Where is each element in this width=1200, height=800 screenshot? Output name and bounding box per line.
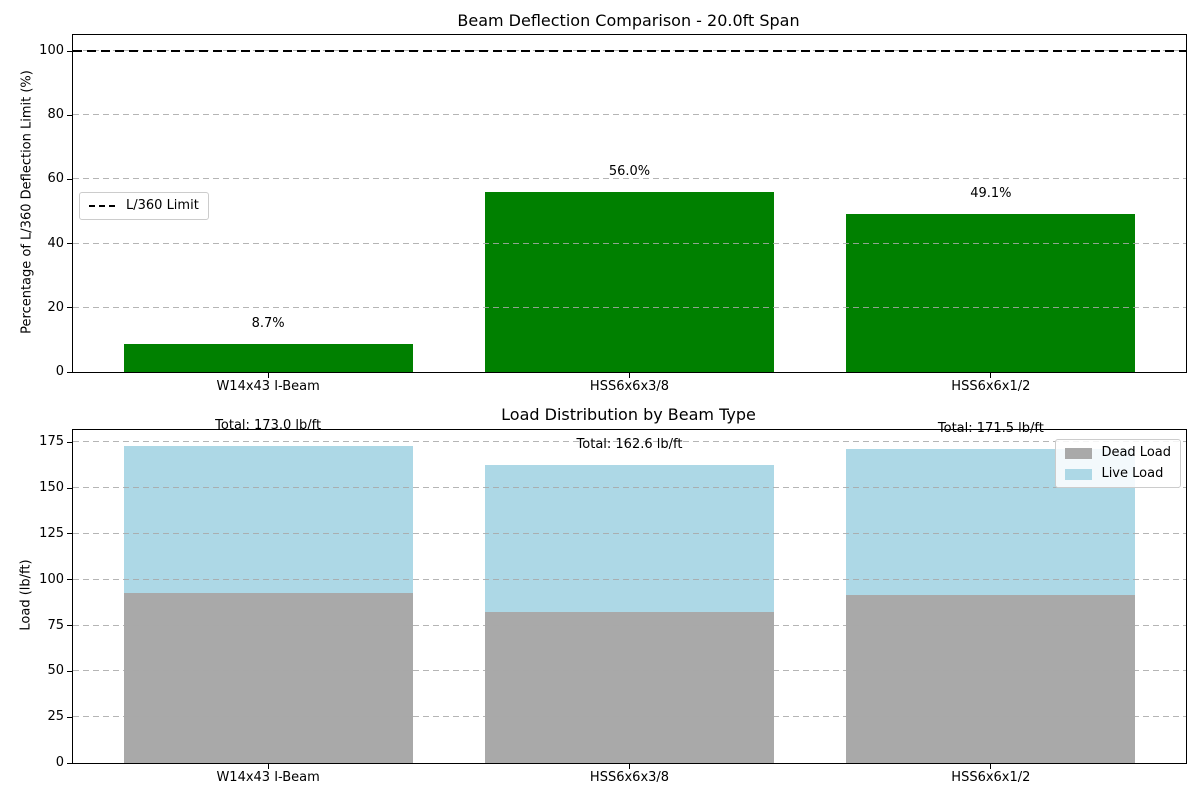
legend-label-l-360-limit: L/360 Limit (126, 198, 199, 213)
load-chart-y-axis-label: Load (lb/ft) (18, 559, 34, 631)
bar-live-load-w14x43-i-beam (123, 445, 413, 593)
y-tick-mark-50 (67, 670, 72, 672)
y-tick-mark-125 (67, 533, 72, 535)
y-tick-label-125: 125 (39, 525, 64, 541)
y-tick-label-0: 0 (55, 755, 64, 770)
y-tick-mark-150 (67, 487, 72, 489)
legend-item-l-360-limit: L/360 Limit (89, 198, 199, 214)
total-label-hss6x6x1-2: Total: 171.5 lb/ft (937, 420, 1044, 436)
bar-hss6x6x1-2 (846, 214, 1136, 372)
x-tick-mark-hss6x6x3-8 (629, 373, 630, 378)
y-tick-label-60: 60 (47, 171, 64, 187)
y-tick-mark-60 (67, 178, 72, 180)
load-chart-title: Load Distribution by Beam Type (501, 405, 756, 424)
x-tick-mark-hss6x6x1-2 (990, 764, 992, 769)
x-tick-mark-hss6x6x3-8 (629, 764, 630, 769)
deflection-chart-title: Beam Deflection Comparison - 20.0ft Span (457, 11, 800, 30)
x-tick-label-w14x43-i-beam: W14x43 I-Beam (216, 770, 320, 785)
y-tick-label-40: 40 (47, 235, 64, 251)
bar-value-label-hss6x6x1-2: 49.1% (970, 186, 1012, 202)
y-tick-label-75: 75 (47, 617, 64, 633)
y-tick-mark-0 (67, 371, 72, 373)
gridline-y-150 (73, 487, 1186, 489)
legend-label-dead-load: Dead Load (1101, 445, 1171, 460)
gridline-y-175 (73, 441, 1186, 443)
total-label-hss6x6x3-8: Total: 162.6 lb/ft (576, 436, 683, 452)
y-tick-mark-75 (67, 625, 72, 626)
legend: Dead Load Live Load (1055, 439, 1181, 488)
y-tick-mark-0 (67, 762, 72, 764)
x-tick-label-hss6x6x3-8: HSS6x6x3/8 (589, 770, 670, 785)
gridline-y-100 (73, 578, 1186, 580)
gridline-y-75 (73, 624, 1186, 626)
x-tick-mark-w14x43-i-beam (267, 373, 269, 378)
y-tick-mark-25 (67, 716, 72, 718)
bar-dead-load-hss6x6x1-2 (846, 595, 1136, 763)
y-tick-mark-80 (67, 114, 72, 116)
legend: L/360 Limit (79, 192, 209, 220)
x-tick-mark-w14x43-i-beam (267, 764, 269, 769)
load-chart-plot-area: Total: 173.0 lb/ft W14x43 I-Beam Total: 16… (39, 418, 1187, 785)
bar-hss6x6x3-8 (484, 192, 775, 372)
y-tick-label-80: 80 (47, 107, 64, 123)
y-tick-label-20: 20 (47, 299, 64, 315)
gridline-y-80 (73, 114, 1186, 116)
x-tick-label-hss6x6x1-2: HSS6x6x1/2 (951, 770, 1031, 785)
deflection-chart-plot-area: 8.7% W14x43 I-Beam 56.0% HSS6x6x3/8 49.1% HSS… (39, 34, 1187, 394)
gridline-y-20 (73, 306, 1186, 308)
y-tick-label-150: 150 (39, 480, 64, 496)
bar-dead-load-w14x43-i-beam (123, 592, 413, 763)
y-tick-label-25: 25 (47, 709, 64, 725)
bar-live-load-hss6x6x3-8 (484, 464, 775, 612)
deflection-chart-y-axis-label: Percentage of L/360 Deflection Limit (%) (19, 70, 35, 334)
bar-w14x43-i-beam (123, 344, 413, 372)
legend-item-dead-load: Dead Load (1065, 445, 1171, 461)
legend-color-swatch-dead-load (1065, 447, 1093, 459)
y-tick-label-50: 50 (47, 663, 64, 679)
legend-color-swatch-live-load (1065, 468, 1093, 480)
gridline-y-25 (73, 716, 1186, 718)
x-tick-label-w14x43-i-beam: W14x43 I-Beam (216, 379, 320, 394)
legend-item-live-load: Live Load (1065, 466, 1171, 482)
total-label-w14x43-i-beam: Total: 173.0 lb/ft (215, 417, 322, 433)
legend-label-live-load: Live Load (1101, 466, 1164, 481)
bar-value-label-hss6x6x3-8: 56.0% (608, 164, 651, 180)
gridline-y-60 (73, 178, 1186, 180)
y-tick-mark-175 (67, 441, 72, 443)
y-tick-mark-20 (67, 307, 72, 309)
y-tick-label-0: 0 (55, 364, 64, 379)
gridline-y-50 (73, 670, 1186, 672)
gridline-y-125 (73, 532, 1186, 534)
y-tick-label-100: 100 (39, 571, 64, 587)
y-tick-mark-100 (67, 579, 72, 581)
limit-line (73, 50, 1186, 53)
y-tick-label-175: 175 (39, 434, 64, 450)
y-tick-label-100: 100 (39, 43, 64, 59)
x-tick-label-hss6x6x1-2: HSS6x6x1/2 (951, 379, 1031, 394)
bar-dead-load-hss6x6x3-8 (484, 611, 775, 763)
x-tick-mark-hss6x6x1-2 (990, 373, 992, 378)
legend-dashed-line-swatch (89, 205, 117, 207)
bar-value-label-w14x43-i-beam: 8.7% (251, 316, 285, 332)
y-tick-mark-100 (67, 50, 72, 52)
y-tick-mark-40 (67, 243, 72, 245)
gridline-y-40 (73, 242, 1186, 244)
x-tick-label-hss6x6x3-8: HSS6x6x3/8 (589, 379, 670, 394)
